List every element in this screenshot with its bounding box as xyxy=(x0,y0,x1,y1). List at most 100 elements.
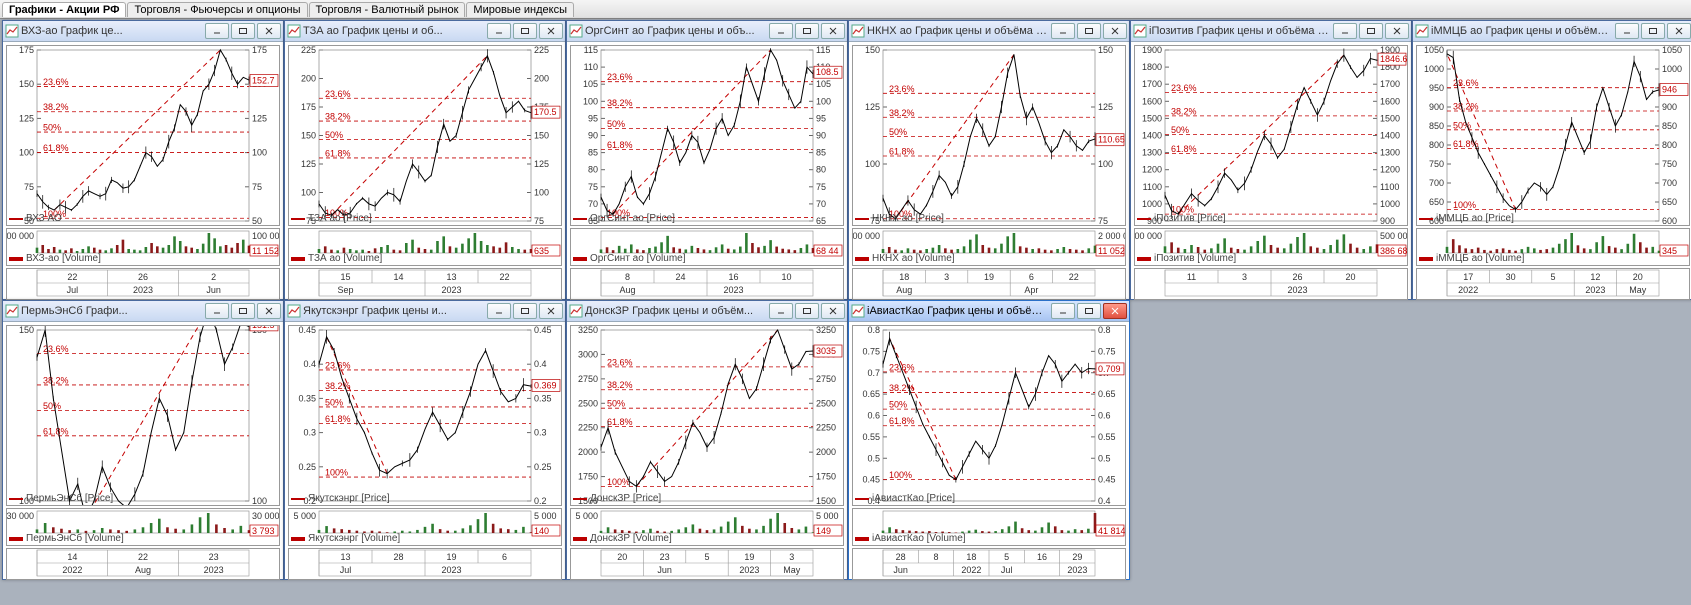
price-pane[interactable]: 0.20.20.250.250.30.30.350.350.40.40.450.… xyxy=(288,325,562,506)
titlebar[interactable]: НКНХ ао График цены и объёма - [Д... xyxy=(849,21,1129,42)
chart-window: iПозитив График цены и объёма - ... 9009… xyxy=(1130,20,1412,300)
window-title: НКНХ ао График цены и объёма - [Д... xyxy=(867,25,1049,37)
minimize-button[interactable] xyxy=(1333,23,1357,39)
minimize-button[interactable] xyxy=(205,303,229,319)
minimize-button[interactable] xyxy=(1615,23,1639,39)
svg-text:0.45: 0.45 xyxy=(862,475,880,485)
volume-pane[interactable]: Якутскэнрг [Volume]5 0005 000140 xyxy=(288,508,562,546)
titlebar[interactable]: iАвиастКао График цены и объёма - ... xyxy=(849,301,1129,322)
minimize-button[interactable] xyxy=(1051,23,1075,39)
svg-text:50%: 50% xyxy=(325,397,343,407)
price-pane[interactable]: 0.40.40.450.450.50.50.550.550.60.60.650.… xyxy=(852,325,1126,506)
svg-text:12: 12 xyxy=(1590,272,1600,282)
volume-pane[interactable]: ДонскЗР [Volume]5 0005 000149 xyxy=(570,508,844,546)
titlebar[interactable]: ОргСинт ао График цены и объ... xyxy=(567,21,847,42)
volume-pane[interactable]: iПозитив [Volume]500 000500 000386 686 xyxy=(1134,228,1408,266)
volume-pane[interactable]: ОргСинт ао [Volume]68 44 xyxy=(570,228,844,266)
svg-text:1750: 1750 xyxy=(578,472,598,482)
titlebar[interactable]: ДонскЗР График цены и объём... xyxy=(567,301,847,322)
svg-text:19: 19 xyxy=(446,552,456,562)
minimize-button[interactable] xyxy=(769,303,793,319)
maximize-button[interactable] xyxy=(1077,303,1101,319)
minimize-button[interactable] xyxy=(1051,303,1075,319)
tab-world[interactable]: Мировые индексы xyxy=(466,2,574,17)
close-button[interactable] xyxy=(821,303,845,319)
svg-text:0.45: 0.45 xyxy=(298,326,316,335)
svg-text:6: 6 xyxy=(502,552,507,562)
volume-pane[interactable]: ТЗА ао [Volume]635 xyxy=(288,228,562,266)
chart-icon xyxy=(1133,24,1147,38)
volume-pane[interactable]: iММЦБ ао [Volume]345 xyxy=(1416,228,1690,266)
close-button[interactable] xyxy=(257,303,281,319)
price-pane[interactable]: 5050757510010012512515015017517523.6%38.… xyxy=(6,45,280,226)
maximize-button[interactable] xyxy=(1641,23,1665,39)
date-axis: 17305122020222023May xyxy=(1416,268,1690,300)
volume-pane[interactable]: iАвиастКао [Volume]41 814 xyxy=(852,508,1126,546)
svg-text:3250: 3250 xyxy=(578,326,598,335)
close-button[interactable] xyxy=(257,23,281,39)
close-button[interactable] xyxy=(1385,23,1409,39)
close-button[interactable] xyxy=(539,23,563,39)
titlebar[interactable]: ПермьЭнСб Графи... xyxy=(3,301,283,322)
titlebar[interactable]: iММЦБ ао График цены и объёма -... xyxy=(1413,21,1691,42)
minimize-button[interactable] xyxy=(487,23,511,39)
volume-pane[interactable]: НКНХ ао [Volume]2 000 0002 000 00011 052 xyxy=(852,228,1126,266)
chart-window: НКНХ ао График цены и объёма - [Д... 757… xyxy=(848,20,1130,300)
price-pane[interactable]: 7575100100125125150150175175200200225225… xyxy=(288,45,562,226)
close-button[interactable] xyxy=(1667,23,1691,39)
svg-text:26: 26 xyxy=(138,272,148,282)
titlebar[interactable]: Якутскэнрг График цены и... xyxy=(285,301,565,322)
maximize-button[interactable] xyxy=(1077,23,1101,39)
maximize-button[interactable] xyxy=(231,23,255,39)
price-pane[interactable]: 6565707075758080858590909595100100105105… xyxy=(570,45,844,226)
maximize-button[interactable] xyxy=(1359,23,1383,39)
titlebar[interactable]: ВХЗ-ао График це... xyxy=(3,21,283,42)
svg-text:22: 22 xyxy=(138,552,148,562)
close-button[interactable] xyxy=(1103,23,1127,39)
maximize-button[interactable] xyxy=(513,303,537,319)
svg-text:22: 22 xyxy=(499,272,509,282)
volume-pane[interactable]: ПермьЭнСб [Volume]30 00030 0003 793 xyxy=(6,508,280,546)
svg-text:3 793: 3 793 xyxy=(252,526,275,536)
price-pane[interactable]: 6006006506507007007507508008008508509009… xyxy=(1416,45,1690,226)
close-button[interactable] xyxy=(821,23,845,39)
tab-fx[interactable]: Торговля - Валютный рынок xyxy=(309,2,466,17)
date-axis: 1422232022Aug2023 xyxy=(6,548,280,580)
maximize-button[interactable] xyxy=(231,303,255,319)
price-pane[interactable]: 757510010012512515015023.6%38.2%50%61.8%… xyxy=(852,45,1126,226)
svg-text:22: 22 xyxy=(1069,272,1079,282)
svg-text:38.2%: 38.2% xyxy=(43,375,69,385)
svg-text:19: 19 xyxy=(744,552,754,562)
svg-text:170.5: 170.5 xyxy=(534,107,557,117)
close-button[interactable] xyxy=(539,303,563,319)
svg-text:0.65: 0.65 xyxy=(862,389,880,399)
svg-text:1900: 1900 xyxy=(1142,46,1162,55)
svg-text:8: 8 xyxy=(933,552,938,562)
minimize-button[interactable] xyxy=(487,303,511,319)
svg-text:2000: 2000 xyxy=(816,447,836,457)
svg-text:3: 3 xyxy=(1242,272,1247,282)
svg-text:1300: 1300 xyxy=(1142,148,1162,158)
svg-text:3250: 3250 xyxy=(816,326,836,335)
close-button[interactable] xyxy=(1103,303,1127,319)
tab-futures[interactable]: Торговля - Фьючерсы и опционы xyxy=(127,2,307,17)
minimize-button[interactable] xyxy=(205,23,229,39)
maximize-button[interactable] xyxy=(513,23,537,39)
titlebar[interactable]: iПозитив График цены и объёма - ... xyxy=(1131,21,1411,42)
volume-pane[interactable]: ВХЗ-ао [Volume]100 000100 00011 152 xyxy=(6,228,280,266)
tab-stocks[interactable]: Графики - Акции РФ xyxy=(2,2,126,17)
maximize-button[interactable] xyxy=(795,303,819,319)
maximize-button[interactable] xyxy=(795,23,819,39)
svg-text:0.35: 0.35 xyxy=(534,393,552,403)
minimize-button[interactable] xyxy=(769,23,793,39)
price-pane[interactable]: 9009001000100011001100120012001300130014… xyxy=(1134,45,1408,226)
svg-text:800: 800 xyxy=(1662,140,1677,150)
svg-text:2 000 000: 2 000 000 xyxy=(1098,231,1125,241)
svg-text:2250: 2250 xyxy=(578,423,598,433)
price-pane[interactable]: 10010015015023.6%38.2%50%61.8%151.5Пермь… xyxy=(6,325,280,506)
date-axis: 20235193Jun2023May xyxy=(570,548,844,580)
svg-text:20: 20 xyxy=(617,552,627,562)
titlebar[interactable]: ТЗА ао График цены и об... xyxy=(285,21,565,42)
date-axis: 15141322Sep2023 xyxy=(288,268,562,300)
price-pane[interactable]: 1500150017501750200020002250225025002500… xyxy=(570,325,844,506)
